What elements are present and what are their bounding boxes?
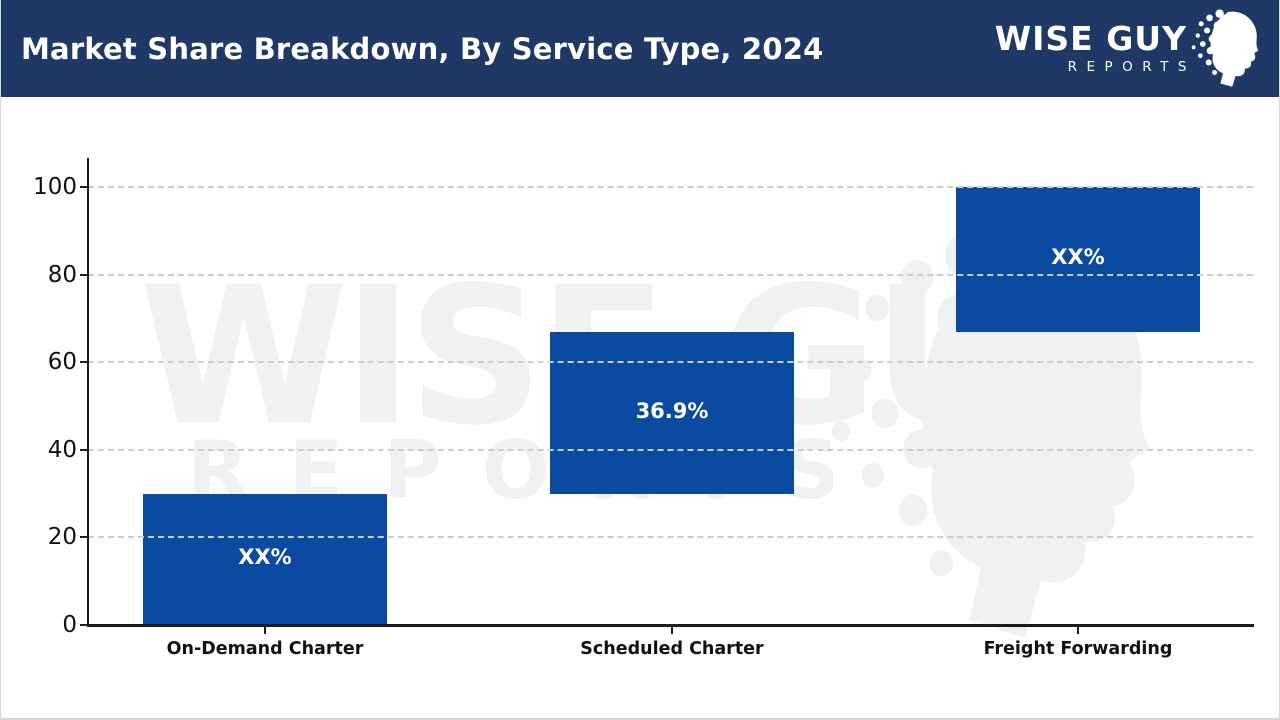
y-tick-label: 60 bbox=[47, 349, 77, 376]
y-tick-label: 40 bbox=[47, 436, 77, 463]
bar-0: XX% bbox=[143, 493, 387, 625]
y-tick-40 bbox=[80, 448, 88, 451]
gridline-60 bbox=[88, 361, 1253, 364]
page-title: Market Share Breakdown, By Service Type,… bbox=[21, 31, 824, 66]
x-axis bbox=[87, 624, 1254, 627]
bar-value-label: XX% bbox=[238, 545, 292, 570]
bar-value-label: 36.9% bbox=[635, 398, 709, 423]
bar-2: XX% bbox=[956, 187, 1200, 332]
logo-wordmark: WISE GUY bbox=[994, 19, 1187, 58]
bar-1: 36.9% bbox=[550, 331, 794, 494]
x-tick-1 bbox=[671, 626, 673, 634]
gridline-100 bbox=[88, 186, 1253, 188]
gridline-80 bbox=[88, 273, 1253, 276]
y-tick-60 bbox=[80, 361, 88, 364]
y-tick-label: 20 bbox=[47, 524, 77, 551]
wiseguy-logo: WISE GUY REPORTS bbox=[995, 7, 1265, 91]
y-tick-20 bbox=[80, 536, 88, 539]
wiseguy-logo-text: WISE GUY REPORTS bbox=[995, 22, 1187, 75]
bar-value-label: XX% bbox=[1051, 245, 1105, 270]
gridline-20 bbox=[88, 536, 1253, 539]
y-tick-100 bbox=[80, 186, 88, 188]
header-bar: Market Share Breakdown, By Service Type,… bbox=[1, 0, 1279, 97]
logo-subtitle: REPORTS bbox=[1067, 59, 1196, 75]
category-label: Freight Forwarding bbox=[983, 639, 1173, 659]
y-axis bbox=[87, 158, 89, 627]
y-tick-80 bbox=[80, 273, 88, 276]
y-tick-0 bbox=[80, 624, 88, 626]
y-tick-label: 80 bbox=[47, 261, 77, 288]
category-label: On-Demand Charter bbox=[166, 639, 364, 659]
category-label: Scheduled Charter bbox=[580, 639, 764, 659]
y-tick-label: 100 bbox=[33, 174, 77, 200]
x-tick-2 bbox=[1077, 626, 1079, 634]
gridline-40 bbox=[88, 448, 1253, 451]
x-tick-0 bbox=[264, 626, 266, 634]
wiseguy-head-icon bbox=[1191, 9, 1259, 87]
y-tick-label: 0 bbox=[62, 612, 77, 638]
